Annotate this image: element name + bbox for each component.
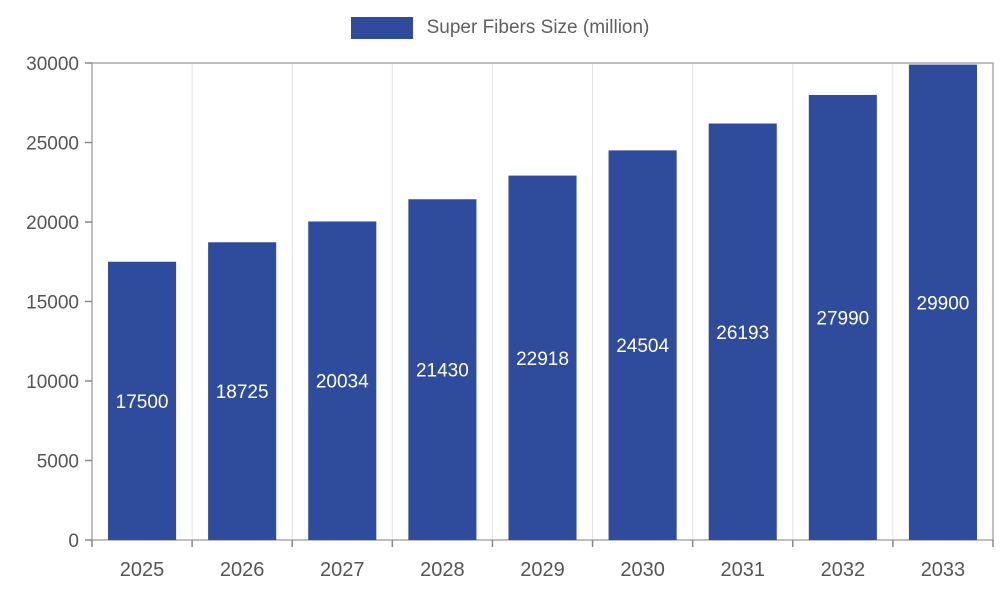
bar-value-label: 22918 <box>516 349 569 370</box>
bar <box>108 261 177 540</box>
x-axis-label: 2028 <box>420 559 465 581</box>
legend-swatch <box>350 17 413 39</box>
x-axis-label: 2031 <box>720 559 765 581</box>
bar-value-label: 26193 <box>716 323 769 344</box>
bar <box>808 94 877 541</box>
legend[interactable]: Super Fibers Size (million) <box>0 17 1000 39</box>
bar <box>908 64 977 540</box>
bar <box>408 199 477 540</box>
bar-value-label: 21430 <box>416 361 469 382</box>
bar-value-label: 29900 <box>917 293 970 314</box>
y-axis-label: 25000 <box>26 134 79 155</box>
x-axis-label: 2032 <box>821 559 866 581</box>
y-axis-label: 5000 <box>37 452 79 473</box>
x-axis-label: 2029 <box>520 559 565 581</box>
y-axis-label: 30000 <box>26 54 79 75</box>
bar-value-label: 17500 <box>116 392 169 413</box>
x-axis-label: 2026 <box>220 559 265 581</box>
x-axis-label: 2030 <box>620 559 665 581</box>
bar <box>508 175 577 540</box>
x-axis-label: 2025 <box>120 559 165 581</box>
legend-label: Super Fibers Size (million) <box>426 17 650 38</box>
y-axis-label: 0 <box>68 531 79 552</box>
bar <box>708 123 777 540</box>
x-axis-label: 2027 <box>320 559 365 581</box>
y-axis-label: 10000 <box>26 372 79 393</box>
bar-value-label: 27990 <box>816 308 869 329</box>
y-axis-label: 15000 <box>26 293 79 314</box>
bar <box>208 242 277 540</box>
bar <box>308 221 377 540</box>
bar <box>608 150 677 540</box>
x-axis-label: 2033 <box>921 559 966 581</box>
bar-value-label: 20034 <box>316 372 369 393</box>
bar-value-label: 18725 <box>216 382 269 403</box>
bar-value-label: 24504 <box>616 336 669 357</box>
y-axis-label: 20000 <box>26 213 79 234</box>
